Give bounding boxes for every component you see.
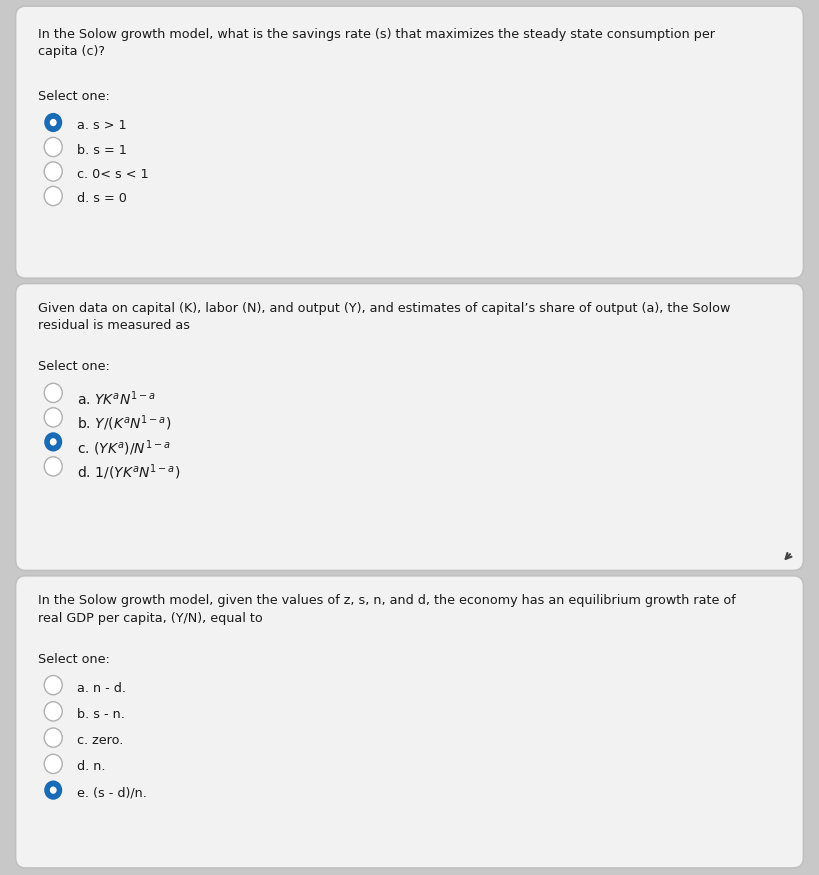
Text: a. s > 1: a. s > 1 [77,119,127,132]
Circle shape [44,186,62,206]
Text: b. s - n.: b. s - n. [77,708,124,721]
Text: c. $(YK^{a})/N^{1-a}$: c. $(YK^{a})/N^{1-a}$ [77,438,170,458]
FancyBboxPatch shape [16,576,803,868]
Circle shape [44,383,62,402]
Circle shape [44,676,62,695]
FancyBboxPatch shape [16,6,803,278]
Text: In the Solow growth model, given the values of z, s, n, and d, the economy has a: In the Solow growth model, given the val… [38,594,736,625]
Text: b. s = 1: b. s = 1 [77,144,127,157]
Text: Select one:: Select one: [38,90,111,103]
Text: c. 0< s < 1: c. 0< s < 1 [77,168,148,181]
FancyBboxPatch shape [16,284,803,570]
Text: e. (s - d)/n.: e. (s - d)/n. [77,787,147,800]
Circle shape [44,408,62,427]
Circle shape [44,702,62,721]
Text: d. n.: d. n. [77,760,106,774]
Text: Select one:: Select one: [38,360,111,374]
Text: In the Solow growth model, what is the savings rate (s) that maximizes the stead: In the Solow growth model, what is the s… [38,28,716,59]
Text: Given data on capital (K), labor (N), and output (Y), and estimates of capital’s: Given data on capital (K), labor (N), an… [38,302,731,332]
Circle shape [44,728,62,747]
Circle shape [50,787,57,794]
Circle shape [44,432,62,452]
Text: d. s = 0: d. s = 0 [77,192,127,206]
Text: c. zero.: c. zero. [77,734,124,747]
Circle shape [44,780,62,800]
Text: a. $YK^{a}N^{1-a}$: a. $YK^{a}N^{1-a}$ [77,389,156,408]
Text: d. $1/(YK^{a}N^{1-a})$: d. $1/(YK^{a}N^{1-a})$ [77,463,180,482]
Circle shape [44,457,62,476]
Circle shape [44,113,62,132]
Circle shape [44,754,62,774]
Circle shape [50,438,57,445]
Circle shape [44,137,62,157]
Text: Select one:: Select one: [38,653,111,666]
Circle shape [44,162,62,181]
Text: a. n - d.: a. n - d. [77,682,126,695]
Circle shape [50,119,57,126]
Text: b. $Y/(K^{a}N^{1-a})$: b. $Y/(K^{a}N^{1-a})$ [77,414,171,433]
